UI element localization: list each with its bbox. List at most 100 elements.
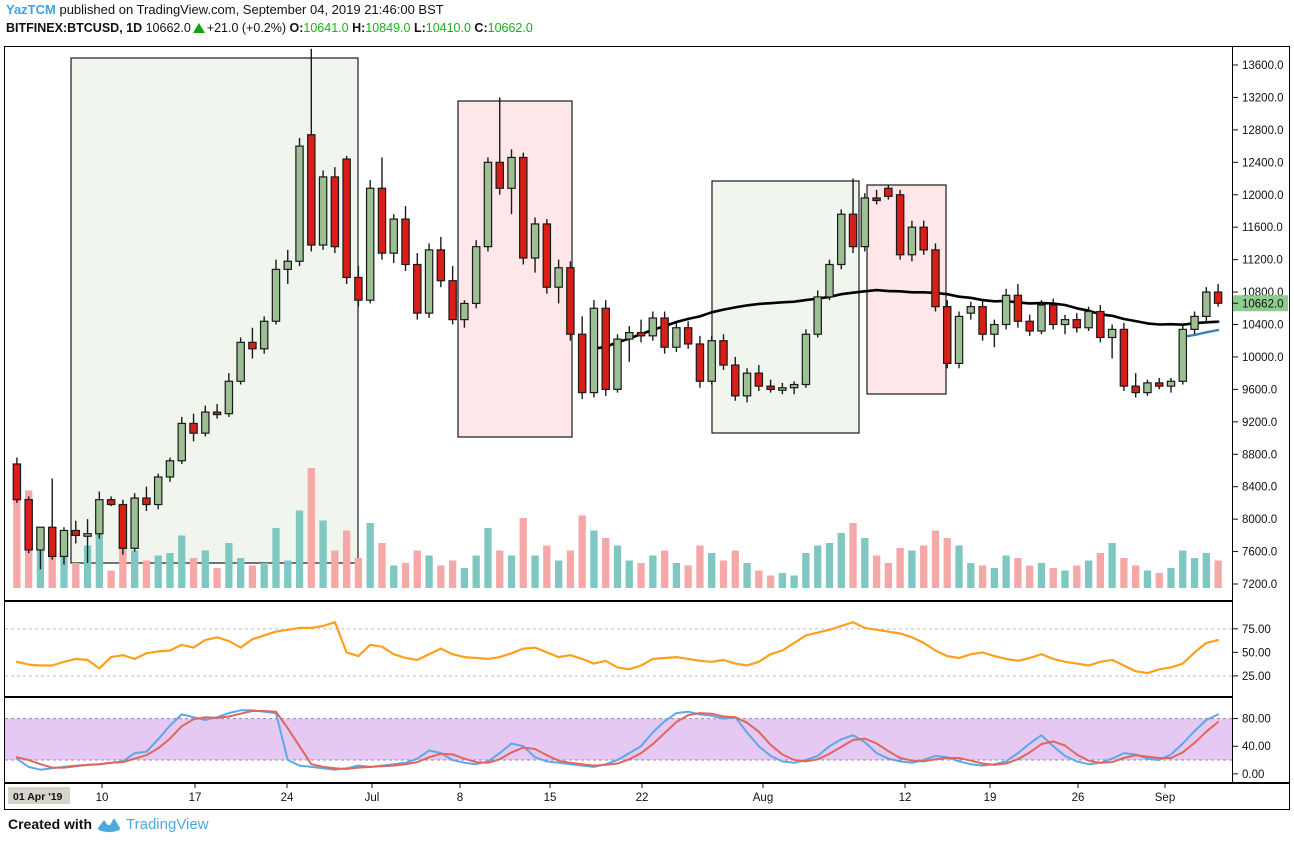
volume-bar [390, 565, 398, 588]
volume-bar [1108, 543, 1116, 588]
candle-body [919, 226, 928, 251]
candle-body [413, 263, 422, 314]
candle-body [942, 306, 952, 365]
candle-body [601, 307, 610, 390]
volume-bar [1096, 553, 1104, 588]
rsi-pane[interactable] [4, 601, 1233, 697]
up-triangle-icon [192, 23, 205, 33]
candle-body [683, 327, 693, 345]
rsi-tick-label: 25.00 [1242, 671, 1271, 683]
volume-bar [625, 560, 633, 588]
current-price-tag-label: 10662.0 [1242, 298, 1284, 310]
ohlc-close-value: 10662.0 [487, 21, 533, 35]
volume-bar [295, 510, 304, 588]
candle-body [648, 317, 658, 337]
candle-body [660, 317, 669, 348]
time-tick-label: 15 [544, 792, 557, 804]
candle-body [872, 197, 881, 202]
price-tick-label: 9600.0 [1242, 384, 1277, 396]
candle-body [695, 343, 705, 382]
candle-body [1072, 319, 1082, 329]
volume-bar [236, 558, 245, 588]
price-pane[interactable] [4, 46, 1233, 601]
volume-bar [802, 553, 810, 588]
price-scale[interactable]: 13600.0 13200.0 12800.0 12400.0 12000.0 11600… [1233, 46, 1290, 783]
volume-bar [1214, 560, 1222, 588]
candle-body [1131, 385, 1140, 394]
volume-bar [166, 553, 174, 588]
volume-bar [401, 563, 410, 588]
footer-attribution: Created with TradingView [8, 812, 209, 836]
volume-bar [472, 555, 480, 588]
symbol-quote-line: BITFINEX:BTCUSD, 1D 10662.0 +21.0 (+0.2%)… [6, 20, 1286, 36]
volume-bar [849, 523, 857, 588]
volume-bar [978, 565, 987, 588]
candle-body [1084, 310, 1093, 329]
price-tick-label: 9200.0 [1242, 417, 1277, 429]
rsi-plot[interactable] [5, 602, 1232, 696]
candle-body [884, 187, 893, 197]
candle-body [1001, 294, 1011, 326]
candle-body [142, 497, 151, 506]
candle-body [495, 161, 504, 189]
candle-body [153, 476, 163, 506]
volume-bar [83, 545, 92, 588]
candle-body [954, 315, 964, 365]
volume-bar [1037, 563, 1046, 588]
time-tick-label: 26 [1072, 792, 1085, 804]
candle-body [860, 197, 870, 248]
candlestick-series [12, 48, 1223, 570]
tradingview-brand[interactable]: TradingView [126, 815, 209, 833]
volume-bar [1014, 558, 1022, 588]
volume-bar [1120, 558, 1128, 588]
rsi-line [15, 621, 1220, 675]
price-tick-label: 13600.0 [1242, 60, 1284, 72]
ohlc-open-value: 10641.0 [303, 21, 349, 35]
time-tick-label: 22 [636, 792, 649, 804]
chart-header: YazTCM published on TradingView.com, Sep… [6, 2, 1286, 36]
volume-bar [413, 550, 421, 588]
time-first-label-box [8, 787, 70, 804]
ma-blue-line [1181, 328, 1220, 338]
candle-body [436, 249, 446, 282]
candle-body [236, 341, 245, 382]
candle-body [24, 499, 33, 551]
price-tick-label: 11600.0 [1242, 222, 1283, 234]
price-plot[interactable] [5, 47, 1232, 600]
candle-body [825, 263, 834, 298]
stoch-tick-label: 40.00 [1242, 741, 1271, 753]
chart-area[interactable]: 13600.0 13200.0 12800.0 12400.0 12000.0 11600… [4, 46, 1290, 810]
candle-body [1190, 315, 1199, 330]
stochastic-pane[interactable] [4, 697, 1233, 783]
last-price: 10662.0 [145, 21, 191, 35]
stoch-band [5, 718, 1232, 761]
current-price-tag [1233, 295, 1288, 312]
volume-bar [48, 543, 56, 588]
candle-body [130, 497, 139, 549]
candle-body [342, 158, 351, 279]
volume-bar [13, 498, 21, 588]
volume-bar [131, 550, 139, 588]
time-scale[interactable]: 01 Apr '19 10 17 24 Jul 8 15 22 Aug 12 19 26 Sep [4, 783, 1290, 810]
volume-bar [1002, 555, 1010, 588]
volume-bar [884, 563, 893, 588]
candle-body [577, 333, 587, 394]
candle-body [83, 533, 92, 537]
candle-body [224, 380, 234, 415]
volume-bar [613, 545, 622, 588]
stochastic-plot[interactable] [5, 698, 1232, 782]
volume-bar [672, 563, 681, 588]
volume-bar [719, 560, 728, 588]
volume-bar [743, 563, 751, 588]
candle-body [1096, 310, 1105, 339]
volume-bar [178, 535, 186, 588]
candle-body [978, 306, 987, 335]
symbol-label[interactable]: BITFINEX:BTCUSD, 1D [6, 21, 143, 35]
volume-bar [225, 543, 233, 588]
ohlc-high-value: 10849.0 [365, 21, 411, 35]
volume-bar [943, 538, 951, 588]
volume-bar [272, 528, 280, 588]
publisher-line: YazTCM published on TradingView.com, Sep… [6, 2, 1286, 18]
price-tick-label: 8000.0 [1242, 514, 1277, 526]
candle-body [966, 306, 976, 314]
